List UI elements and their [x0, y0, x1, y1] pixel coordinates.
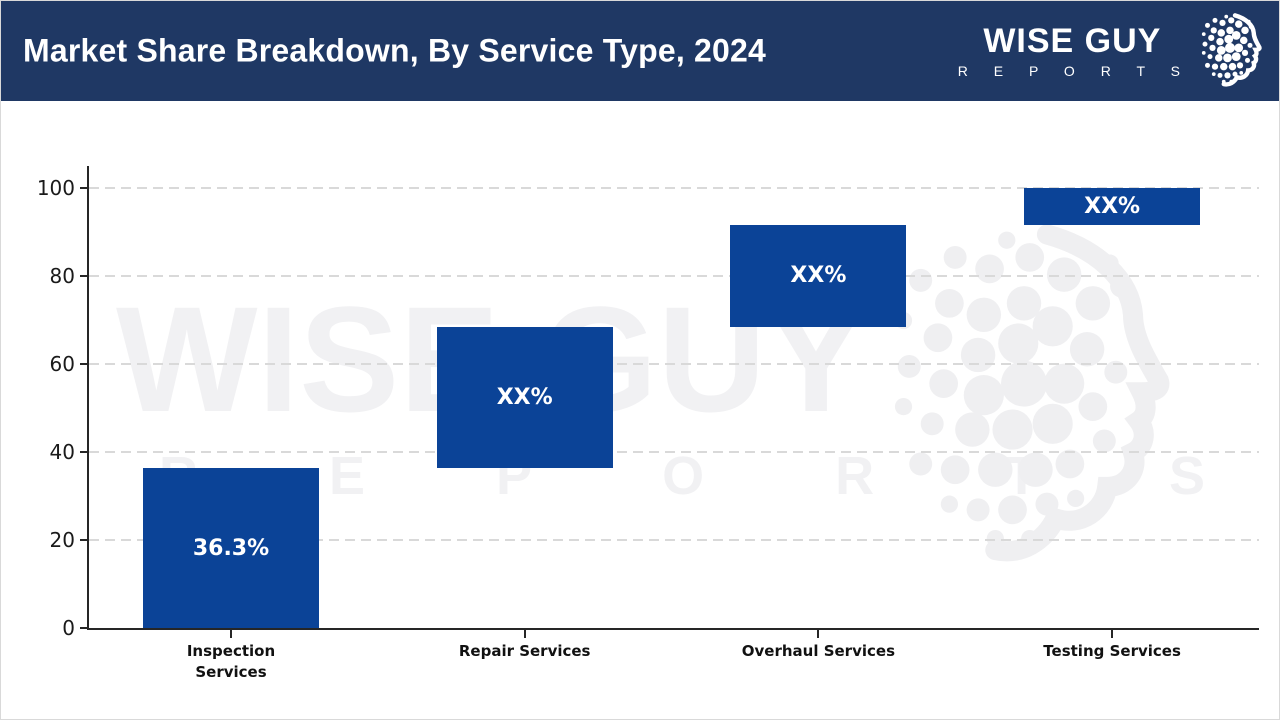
x-category-label-4: Testing Services — [1043, 642, 1181, 660]
gridline-80 — [89, 275, 1259, 277]
y-tick-label-60: 60 — [49, 352, 75, 376]
bar-1: 36.3% — [143, 468, 319, 628]
gridline-60 — [89, 363, 1259, 365]
wiseguy-logo-text: WISE GUY R E P O R T S — [954, 24, 1191, 79]
bar-value-label-3: XX% — [790, 263, 847, 289]
y-tick-0 — [80, 627, 88, 629]
x-axis-line — [87, 628, 1259, 630]
gridline-100 — [89, 187, 1259, 189]
y-tick-label-80: 80 — [49, 264, 75, 288]
gridline-40 — [89, 451, 1259, 453]
chart-title: Market Share Breakdown, By Service Type,… — [23, 32, 766, 69]
y-tick-100 — [80, 187, 88, 189]
bar-value-label-1: 36.3% — [192, 535, 270, 561]
y-axis-line — [87, 166, 89, 630]
y-tick-60 — [80, 363, 88, 365]
x-tick-1 — [230, 630, 232, 638]
x-category-label-1: Inspection Services — [186, 642, 276, 681]
y-tick-label-20: 20 — [49, 528, 75, 552]
x-category-label-2: Repair Services — [458, 642, 591, 660]
logo-sub-text: R E P O R T S — [957, 62, 1191, 79]
bar-4: XX% — [1024, 188, 1201, 225]
x-category-label-3: Overhaul Services — [741, 642, 895, 660]
bar-value-label-4: XX% — [1084, 193, 1141, 219]
x-tick-2 — [523, 630, 526, 638]
y-tick-80 — [80, 275, 88, 277]
gridline-20 — [89, 539, 1259, 541]
bar-3: XX% — [730, 224, 907, 328]
y-tick-40 — [80, 451, 88, 453]
y-tick-20 — [80, 539, 88, 541]
y-tick-label-40: 40 — [49, 440, 75, 464]
x-tick-3 — [817, 630, 820, 638]
bar-2: XX% — [436, 327, 613, 469]
x-tick-4 — [1111, 630, 1114, 638]
y-tick-label-100: 100 — [36, 176, 75, 200]
wiseguy-logo: WISE GUY R E P O R T S — [954, 12, 1265, 90]
bar-value-label-2: XX% — [496, 385, 553, 411]
header-bar: Market Share Breakdown, By Service Type,… — [1, 1, 1279, 101]
logo-name-text: WISE GUY — [983, 21, 1162, 60]
y-tick-label-0: 0 — [62, 616, 75, 640]
